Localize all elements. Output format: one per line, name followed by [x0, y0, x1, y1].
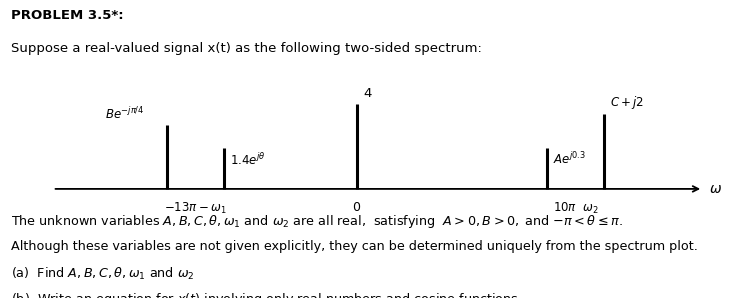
Text: PROBLEM 3.5*:: PROBLEM 3.5*:	[11, 9, 124, 22]
Text: $-13\pi-\omega_1$: $-13\pi-\omega_1$	[164, 201, 226, 216]
Text: (b)  Write an equation for $x(t)$ involving only real numbers and cosine functio: (b) Write an equation for $x(t)$ involvi…	[11, 291, 523, 298]
Text: $1.4e^{j\theta}$: $1.4e^{j\theta}$	[229, 153, 265, 168]
Text: $C + j2$: $C + j2$	[610, 94, 644, 111]
Text: $\omega$: $\omega$	[709, 182, 722, 196]
Text: $10\pi\ \ \omega_2$: $10\pi\ \ \omega_2$	[553, 201, 599, 216]
Text: $Be^{-j\pi/4}$: $Be^{-j\pi/4}$	[105, 106, 144, 122]
Text: Although these variables are not given explicitly, they can be determined unique: Although these variables are not given e…	[11, 240, 698, 253]
Text: $0$: $0$	[353, 201, 362, 214]
Text: $Ae^{j0.3}$: $Ae^{j0.3}$	[553, 151, 586, 167]
Text: The unknown variables $A, B, C, \theta, \omega_1$ and $\omega_2$ are all real,  : The unknown variables $A, B, C, \theta, …	[11, 213, 623, 230]
Text: (a)  Find $A, B, C, \theta, \omega_1$ and $\omega_2$: (a) Find $A, B, C, \theta, \omega_1$ and…	[11, 266, 195, 282]
Text: $4$: $4$	[362, 87, 372, 100]
Text: Suppose a real-valued signal x(t) as the following two-sided spectrum:: Suppose a real-valued signal x(t) as the…	[11, 42, 482, 55]
